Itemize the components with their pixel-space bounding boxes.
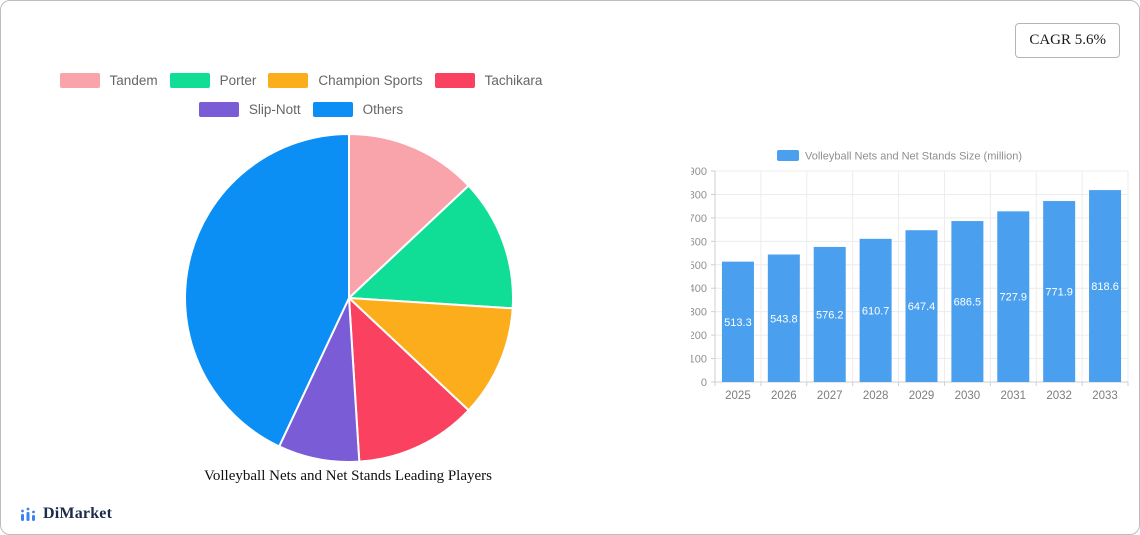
- legend-item-porter[interactable]: Porter: [169, 73, 257, 88]
- bar-value-label: 647.4: [908, 301, 936, 313]
- bar-value-label: 727.9: [1000, 292, 1028, 304]
- legend-item-champion-sports[interactable]: Champion Sports: [268, 73, 423, 88]
- pie-slice-champion-sports[interactable]: [348, 297, 514, 412]
- legend-item-slip-nott[interactable]: Slip-Nott: [198, 102, 301, 117]
- bar-2032[interactable]: [1043, 201, 1076, 382]
- legend-swatch: [312, 102, 353, 117]
- y-axis-tick-label: 300: [691, 307, 707, 319]
- bar-2031[interactable]: [997, 211, 1030, 382]
- legend-swatch: [59, 73, 100, 88]
- pie-chart-title: Volleyball Nets and Net Stands Leading P…: [203, 468, 492, 484]
- legend-swatch: [434, 73, 475, 88]
- y-axis-tick-label: 400: [691, 283, 707, 295]
- x-axis-tick-label: 2027: [817, 390, 843, 402]
- pie-slice-others[interactable]: [184, 133, 350, 448]
- pie-slice-tachikara[interactable]: [348, 297, 470, 463]
- pie-slice-porter[interactable]: [348, 184, 515, 310]
- bar-chart-legend[interactable]: Volleyball Nets and Net Stands Size (mil…: [777, 150, 1022, 163]
- pie-legend: Tandem Porter Champion Sports Tachikara Slip…: [11, 73, 591, 117]
- legend-item-others[interactable]: Others: [312, 102, 404, 117]
- legend-label: Tandem: [109, 73, 158, 88]
- brand-logo: DiMarket: [19, 505, 112, 523]
- bar-2029[interactable]: [905, 230, 938, 382]
- bar-value-label: 771.9: [1045, 287, 1073, 299]
- x-axis-tick-label: 2025: [725, 390, 751, 402]
- bar-value-label: 686.5: [954, 297, 982, 309]
- bar-value-label: 818.6: [1091, 281, 1119, 293]
- bar-chart-logo-icon: [21, 507, 35, 521]
- pie-slice-tandem[interactable]: [348, 133, 470, 299]
- pie-chart: [184, 133, 515, 464]
- y-axis-tick-label: 0: [701, 377, 707, 389]
- legend-label: Others: [362, 102, 404, 117]
- bar-value-label: 543.8: [770, 313, 798, 325]
- bar-2028[interactable]: [859, 238, 892, 382]
- bar-2027[interactable]: [813, 246, 846, 382]
- x-axis-tick-label: 2030: [955, 390, 981, 402]
- legend-swatch: [169, 73, 210, 88]
- bar-2030[interactable]: [951, 221, 984, 382]
- x-axis-tick-label: 2031: [1000, 390, 1026, 402]
- y-axis-tick-label: 900: [691, 166, 707, 178]
- bar-2033[interactable]: [1089, 190, 1122, 382]
- bar-value-label: 610.7: [862, 305, 890, 317]
- y-axis-tick-label: 100: [691, 354, 707, 366]
- y-axis-tick-label: 500: [691, 260, 707, 272]
- y-axis-tick-label: 600: [691, 236, 707, 248]
- y-axis-tick-label: 200: [691, 330, 707, 342]
- bar-legend-label: Volleyball Nets and Net Stands Size (mil…: [805, 151, 1022, 163]
- legend-label: Slip-Nott: [248, 102, 301, 117]
- bar-value-label: 576.2: [816, 309, 844, 321]
- legend-label: Porter: [219, 73, 257, 88]
- x-axis-tick-label: 2033: [1092, 390, 1118, 402]
- x-axis-tick-label: 2032: [1046, 390, 1072, 402]
- bar-2025[interactable]: [721, 261, 754, 382]
- legend-item-tandem[interactable]: Tandem: [59, 73, 158, 88]
- legend-item-tachikara[interactable]: Tachikara: [434, 73, 543, 88]
- cagr-badge: CAGR 5.6%: [1015, 23, 1120, 58]
- brand-name: DiMarket: [43, 505, 113, 522]
- legend-swatch: [268, 73, 309, 88]
- y-axis-tick-label: 700: [691, 213, 707, 225]
- x-axis-tick-label: 2029: [909, 390, 935, 402]
- legend-swatch: [198, 102, 239, 117]
- bar-2026[interactable]: [767, 254, 800, 382]
- x-axis-tick-label: 2028: [863, 390, 889, 402]
- y-axis-tick-label: 800: [691, 189, 707, 201]
- bar-value-label: 513.3: [724, 317, 752, 329]
- bar-legend-swatch: [777, 150, 799, 161]
- bar-chart: 0 100 200 300 400 500 600 700 800 900 513.3 2025 543…: [691, 150, 1129, 402]
- x-axis-tick-label: 2026: [771, 390, 797, 402]
- legend-label: Champion Sports: [318, 73, 423, 88]
- legend-label: Tachikara: [484, 73, 543, 88]
